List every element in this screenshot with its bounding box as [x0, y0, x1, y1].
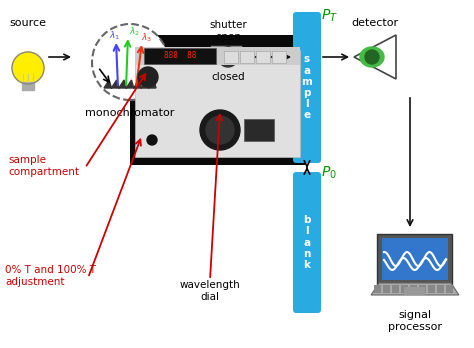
Text: $\lambda_2$: $\lambda_2$	[129, 26, 140, 39]
FancyBboxPatch shape	[244, 119, 274, 141]
FancyBboxPatch shape	[410, 285, 417, 289]
FancyBboxPatch shape	[272, 51, 286, 63]
FancyBboxPatch shape	[392, 285, 399, 289]
Circle shape	[365, 50, 379, 64]
Text: 0% T and 100% T
adjustment: 0% T and 100% T adjustment	[5, 265, 96, 287]
FancyBboxPatch shape	[383, 285, 390, 289]
Text: s
a
m
p
l
e: s a m p l e	[301, 55, 312, 120]
FancyBboxPatch shape	[144, 48, 216, 64]
Polygon shape	[371, 283, 459, 295]
Text: shutter
open: shutter open	[209, 20, 247, 42]
Text: signal
processor: signal processor	[388, 310, 442, 332]
Ellipse shape	[360, 47, 384, 67]
Circle shape	[200, 110, 240, 150]
Text: source: source	[9, 18, 46, 28]
Text: $P_T$: $P_T$	[321, 8, 338, 24]
Circle shape	[206, 116, 234, 144]
FancyBboxPatch shape	[419, 289, 426, 293]
Circle shape	[147, 135, 157, 145]
FancyBboxPatch shape	[293, 172, 321, 313]
Circle shape	[92, 24, 168, 100]
FancyBboxPatch shape	[410, 289, 417, 293]
FancyBboxPatch shape	[419, 285, 426, 289]
Polygon shape	[354, 35, 396, 79]
Circle shape	[218, 47, 238, 67]
FancyBboxPatch shape	[135, 47, 300, 65]
FancyBboxPatch shape	[240, 51, 254, 63]
FancyBboxPatch shape	[22, 82, 34, 90]
FancyBboxPatch shape	[256, 51, 270, 63]
Circle shape	[138, 67, 158, 87]
FancyBboxPatch shape	[392, 289, 399, 293]
Text: $\lambda_1$: $\lambda_1$	[109, 29, 120, 41]
FancyBboxPatch shape	[446, 285, 453, 289]
FancyBboxPatch shape	[383, 289, 390, 293]
Text: $\lambda_3$: $\lambda_3$	[141, 31, 152, 44]
FancyBboxPatch shape	[428, 289, 435, 293]
Text: 888  88: 888 88	[164, 52, 196, 61]
Circle shape	[12, 52, 44, 84]
FancyBboxPatch shape	[382, 238, 448, 280]
FancyBboxPatch shape	[130, 35, 305, 165]
FancyBboxPatch shape	[374, 285, 381, 289]
Text: $P_0$: $P_0$	[321, 165, 337, 181]
FancyBboxPatch shape	[404, 286, 426, 294]
FancyBboxPatch shape	[401, 289, 408, 293]
Text: sample
compartment: sample compartment	[8, 155, 79, 177]
FancyBboxPatch shape	[437, 289, 444, 293]
Text: closed: closed	[211, 72, 245, 82]
Text: b
l
a
n
k: b l a n k	[303, 215, 311, 270]
Polygon shape	[104, 80, 156, 88]
FancyBboxPatch shape	[446, 289, 453, 293]
FancyBboxPatch shape	[428, 285, 435, 289]
Text: wavelength
dial: wavelength dial	[180, 280, 240, 302]
FancyBboxPatch shape	[401, 285, 408, 289]
FancyBboxPatch shape	[437, 285, 444, 289]
FancyBboxPatch shape	[293, 12, 321, 163]
Text: detector: detector	[351, 18, 399, 28]
FancyBboxPatch shape	[374, 289, 381, 293]
Text: monochromator: monochromator	[85, 108, 175, 118]
FancyBboxPatch shape	[224, 51, 238, 63]
Polygon shape	[135, 50, 300, 157]
FancyBboxPatch shape	[377, 234, 453, 285]
